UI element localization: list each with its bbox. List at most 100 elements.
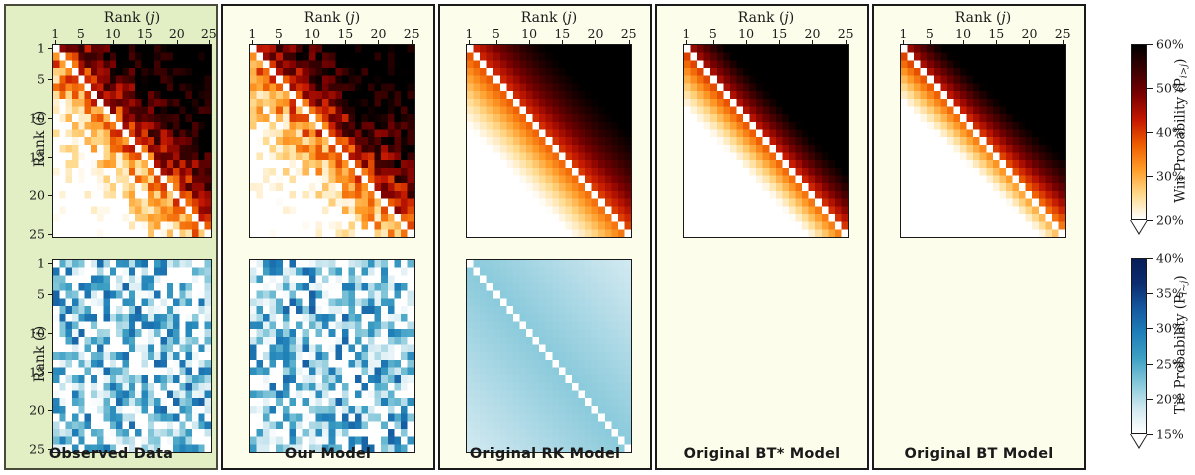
xtick-1: 1 <box>899 26 908 41</box>
xtick-5: 5 <box>76 26 85 41</box>
colorbar-tickmark-win-probability-40 <box>1147 132 1153 133</box>
ytick-15: 15 <box>29 364 45 380</box>
colorbar-tickmark-tie-probability-20 <box>1147 398 1153 400</box>
ytick-5: 5 <box>37 71 45 87</box>
xtick-25: 25 <box>1054 26 1071 41</box>
ytick-20: 20 <box>29 187 45 203</box>
heatmap-original-bt-star-win <box>683 44 849 238</box>
ytickmark-10 <box>48 117 52 119</box>
yaxis-label-observed-data-1: Rank (i) <box>32 325 48 383</box>
xtick-20: 20 <box>1021 26 1038 41</box>
colorbar-gradient-win-probability <box>1131 44 1147 220</box>
xtick-20: 20 <box>168 26 185 41</box>
xtickmark-20 <box>378 40 380 44</box>
axes-original-rk-win: Rank (j) 1 5 10 15 20 25 <box>465 10 637 238</box>
colorbar-tickmark-tie-probability-25 <box>1147 363 1153 365</box>
xtickmark-20 <box>1029 40 1031 44</box>
xtick-20: 20 <box>587 26 604 41</box>
ytickmark-15 <box>48 156 52 158</box>
colorbar-tick-tie-probability-30: 30% <box>1156 320 1184 336</box>
xtickmark-10 <box>746 40 748 44</box>
colorbar-label-tie-probability: Tie Probability (Pi~j) <box>1172 275 1190 415</box>
axes-observed-data-win: Rank (j) 1 5 10 15 20 25 1 5 10 15 20 25 Rank (i) <box>29 10 217 242</box>
colorbar-tickmark-win-probability-50 <box>1147 88 1153 89</box>
ytickmark-10 <box>48 332 52 334</box>
xtick-5: 5 <box>708 26 717 41</box>
colorbar-extend-arrow-tie-probability <box>1131 434 1147 447</box>
colorbar-tick-tie-probability-40: 40% <box>1156 250 1184 266</box>
panel-original-bt: Rank (j) 1 5 10 15 20 25 Original BT Model <box>872 4 1086 470</box>
axes-original-bt-win: Rank (j) 1 5 10 15 20 25 <box>899 10 1071 238</box>
xtick-1: 1 <box>248 26 257 41</box>
xtick-15: 15 <box>136 26 153 41</box>
xaxis-label-original-bt-0: Rank (j) <box>954 10 1012 26</box>
xtickmark-25 <box>1062 40 1064 44</box>
xtick-25: 25 <box>200 26 217 41</box>
xtickmark-1 <box>469 40 471 44</box>
xtickmark-1 <box>55 40 57 44</box>
xtickmark-5 <box>278 40 280 44</box>
axes-original-rk-tie <box>466 259 632 453</box>
ytickmark-15 <box>48 371 52 373</box>
axes-our-model-tie <box>249 259 415 453</box>
colorbar-extend-arrow-win-probability <box>1131 220 1147 233</box>
axes-observed-data-tie: 1 5 10 15 20 25 Rank (i) <box>29 255 212 457</box>
colorbar-tickmark-tie-probability-40 <box>1147 258 1153 259</box>
panel-our-model: Rank (j) 1 5 10 15 20 25 Our Model <box>221 4 435 470</box>
xtick-5: 5 <box>925 26 934 41</box>
xtick-5: 5 <box>274 26 283 41</box>
xtickmark-20 <box>176 40 178 44</box>
xtickmark-10 <box>529 40 531 44</box>
axes-our-model-win: Rank (j) 1 5 10 15 20 25 <box>248 10 420 238</box>
xtick-10: 10 <box>955 26 972 41</box>
xtick-25: 25 <box>837 26 854 41</box>
xtick-20: 20 <box>370 26 387 41</box>
ytick-10: 10 <box>29 110 45 126</box>
xtickmark-20 <box>595 40 597 44</box>
heatmap-observed-data-win <box>52 44 212 238</box>
xtickmark-15 <box>562 40 564 44</box>
ytickmark-25 <box>48 449 52 451</box>
panel-title-original-bt: Original BT Model <box>904 446 1054 462</box>
xaxis-label-observed-data-0: Rank (j) <box>103 10 161 26</box>
colorbar-tick-tie-probability-25: 25% <box>1156 356 1184 372</box>
xtick-1: 1 <box>465 26 474 41</box>
xaxis-label-original-bt-star-0: Rank (j) <box>737 10 795 26</box>
ytickmark-5 <box>48 293 52 295</box>
colorbar-tick-tie-probability-35: 35% <box>1156 285 1184 301</box>
colorbar-tie-probability: 40% 35% 30% 25% 20% 15% Tie Probability (Pi~j) <box>1130 251 1190 449</box>
panel-title-original-bt-star: Original BT* Model <box>683 446 841 462</box>
xtick-10: 10 <box>738 26 755 41</box>
ytickmark-20 <box>48 410 52 412</box>
colorbar-tickmark-win-probability-20 <box>1147 220 1153 221</box>
xaxis-label-original-rk-0: Rank (j) <box>520 10 578 26</box>
xtick-15: 15 <box>988 26 1005 41</box>
xtick-10: 10 <box>304 26 321 41</box>
ytick-25: 25 <box>29 441 45 457</box>
xtick-1: 1 <box>51 26 60 41</box>
xtick-15: 15 <box>554 26 571 41</box>
xtickmark-25 <box>208 40 210 44</box>
colorbar-tick-win-probability-40: 40% <box>1156 124 1184 140</box>
colorbar-win-probability: 60% 50% 40% 30% 20% Win Probability (Pi>j) <box>1130 37 1190 235</box>
panel-title-original-rk: Original RK Model <box>469 446 621 462</box>
ytick-5: 5 <box>37 286 45 302</box>
xtick-10: 10 <box>521 26 538 41</box>
xtickmark-25 <box>628 40 630 44</box>
heatmap-original-bt-win <box>900 44 1066 238</box>
xtickmark-5 <box>929 40 931 44</box>
xtickmark-5 <box>80 40 82 44</box>
colorbar-tickmark-win-probability-60 <box>1147 44 1153 45</box>
xtickmark-10 <box>112 40 114 44</box>
xtick-1: 1 <box>682 26 691 41</box>
xtickmark-5 <box>495 40 497 44</box>
xtick-25: 25 <box>403 26 420 41</box>
colorbar-tick-win-probability-60: 60% <box>1156 36 1184 52</box>
xtickmark-25 <box>845 40 847 44</box>
xtickmark-1 <box>686 40 688 44</box>
colorbar-tickmark-tie-probability-15 <box>1147 434 1153 435</box>
ytick-1: 1 <box>37 255 45 271</box>
ytick-10: 10 <box>29 325 45 341</box>
colorbar-gradient-tie-probability <box>1131 258 1147 434</box>
